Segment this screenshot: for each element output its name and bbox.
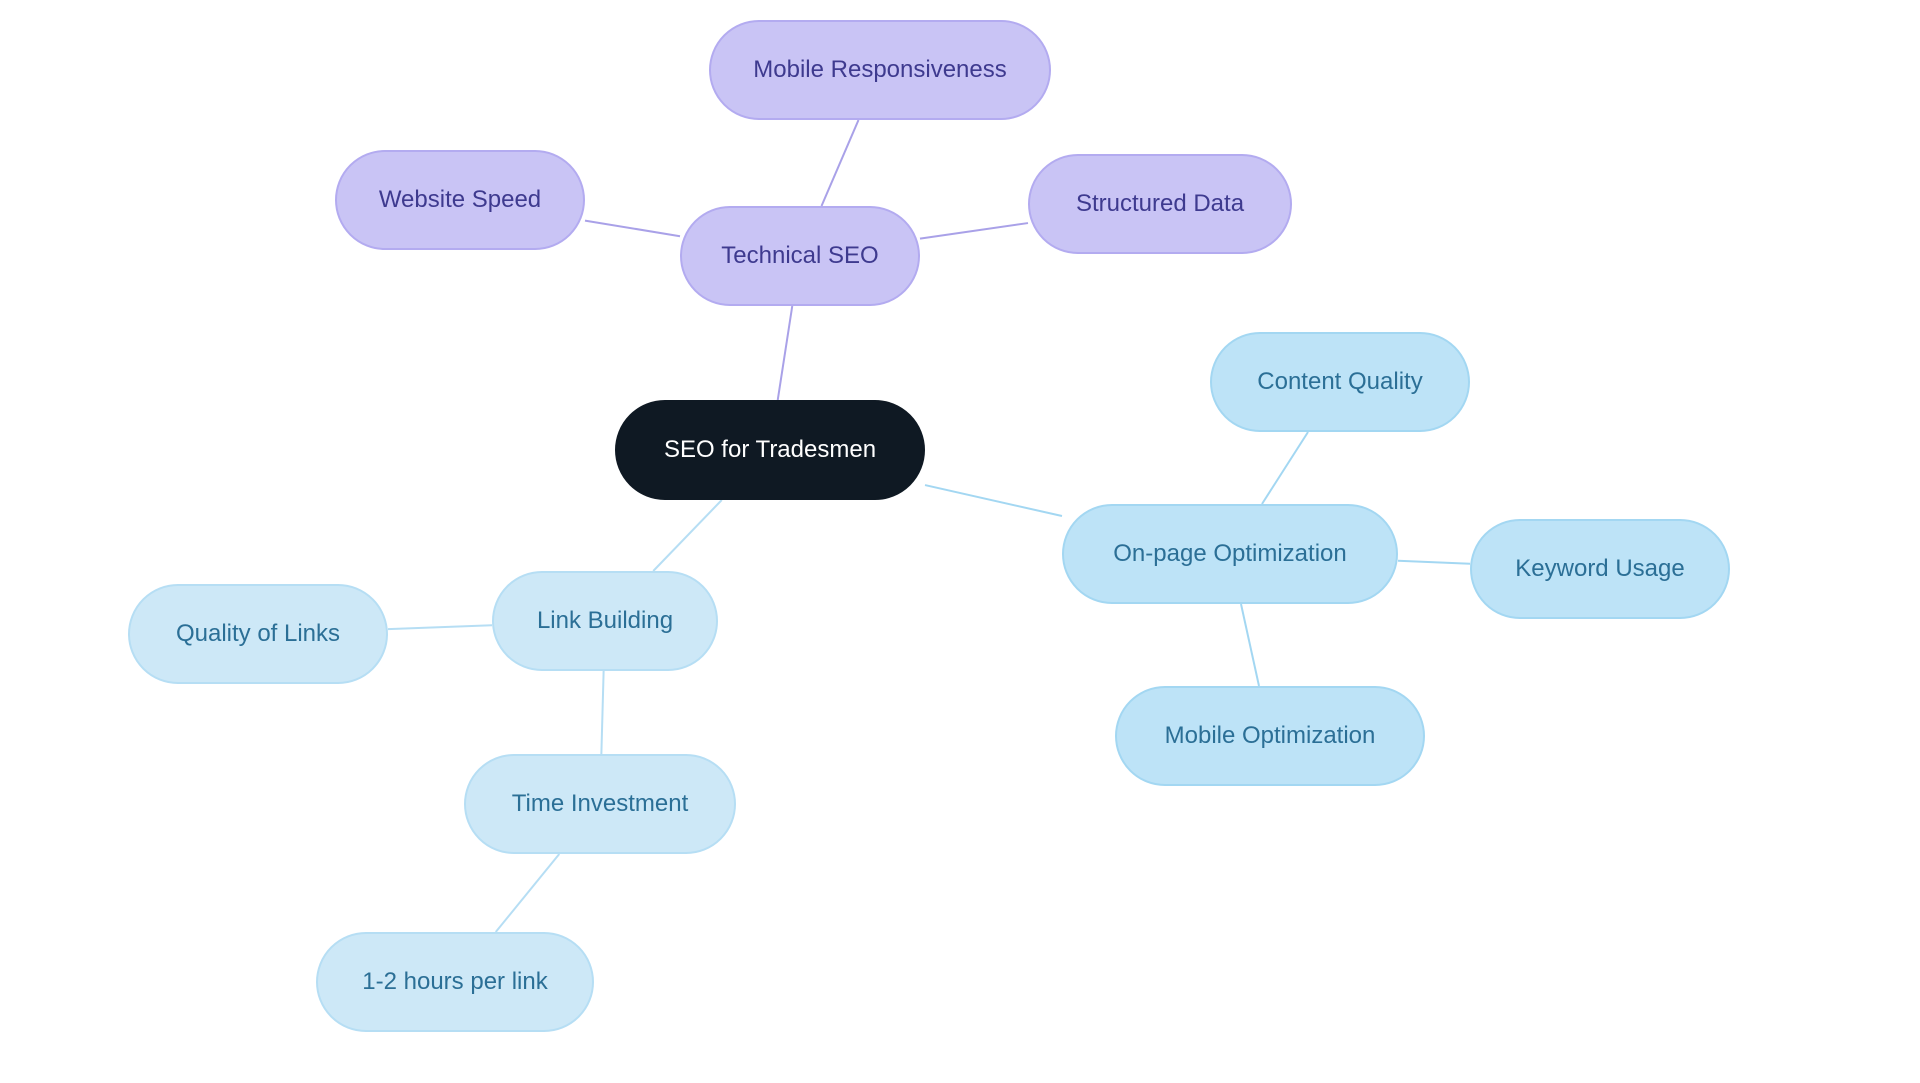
node-quality: Quality of Links	[128, 584, 388, 684]
node-time: Time Investment	[464, 754, 736, 854]
node-label: Link Building	[537, 607, 673, 635]
node-tech: Technical SEO	[680, 206, 920, 306]
node-speed: Website Speed	[335, 150, 585, 250]
edge-onpage-keyword	[1398, 561, 1470, 564]
node-label: SEO for Tradesmen	[664, 436, 876, 464]
edge-tech-mobile_resp	[822, 120, 859, 206]
edge-onpage-mobile_opt	[1241, 604, 1259, 686]
node-content: Content Quality	[1210, 332, 1470, 432]
node-label: Website Speed	[379, 186, 541, 214]
edge-root-link	[653, 500, 722, 571]
edge-tech-speed	[585, 221, 680, 237]
node-mobile_resp: Mobile Responsiveness	[709, 20, 1051, 120]
node-structured: Structured Data	[1028, 154, 1292, 254]
node-mobile_opt: Mobile Optimization	[1115, 686, 1425, 786]
node-label: Time Investment	[512, 790, 689, 818]
node-label: Mobile Optimization	[1165, 722, 1376, 750]
node-root: SEO for Tradesmen	[615, 400, 925, 500]
node-label: Technical SEO	[721, 242, 878, 270]
edge-link-time	[601, 671, 603, 754]
node-onpage: On-page Optimization	[1062, 504, 1398, 604]
edge-onpage-content	[1262, 432, 1308, 504]
node-label: Content Quality	[1257, 368, 1422, 396]
node-label: On-page Optimization	[1113, 540, 1346, 568]
mindmap-canvas: SEO for Tradesmen Technical SEO Website Sp…	[0, 0, 1920, 1083]
node-keyword: Keyword Usage	[1470, 519, 1730, 619]
node-label: Quality of Links	[176, 620, 340, 648]
edge-time-hours	[496, 854, 560, 932]
edge-root-tech	[778, 306, 793, 400]
edge-tech-structured	[920, 223, 1028, 239]
node-link: Link Building	[492, 571, 718, 671]
node-label: Structured Data	[1076, 190, 1244, 218]
node-label: 1-2 hours per link	[362, 968, 547, 996]
node-label: Mobile Responsiveness	[753, 56, 1006, 84]
node-label: Keyword Usage	[1515, 555, 1684, 583]
edge-root-onpage	[925, 485, 1062, 516]
edge-link-quality	[388, 625, 492, 629]
node-hours: 1-2 hours per link	[316, 932, 594, 1032]
